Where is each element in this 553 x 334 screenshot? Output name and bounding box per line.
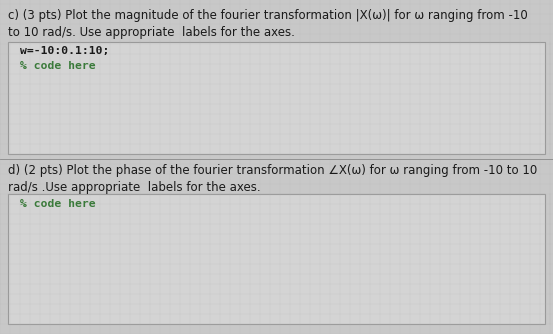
Text: rad/s .Use appropriate  labels for the axes.: rad/s .Use appropriate labels for the ax… [8, 181, 260, 194]
Text: to 10 rad/s. Use appropriate  labels for the axes.: to 10 rad/s. Use appropriate labels for … [8, 26, 295, 39]
Text: % code here: % code here [20, 199, 96, 209]
FancyBboxPatch shape [8, 42, 545, 154]
Text: c) (3 pts) Plot the magnitude of the fourier transformation |X(ω)| for ω ranging: c) (3 pts) Plot the magnitude of the fou… [8, 9, 528, 22]
FancyBboxPatch shape [8, 194, 545, 324]
Text: % code here: % code here [20, 61, 96, 71]
Text: w=-10:0.1:10;: w=-10:0.1:10; [20, 46, 109, 56]
Text: d) (2 pts) Plot the phase of the fourier transformation ∠X(ω) for ω ranging from: d) (2 pts) Plot the phase of the fourier… [8, 164, 538, 177]
